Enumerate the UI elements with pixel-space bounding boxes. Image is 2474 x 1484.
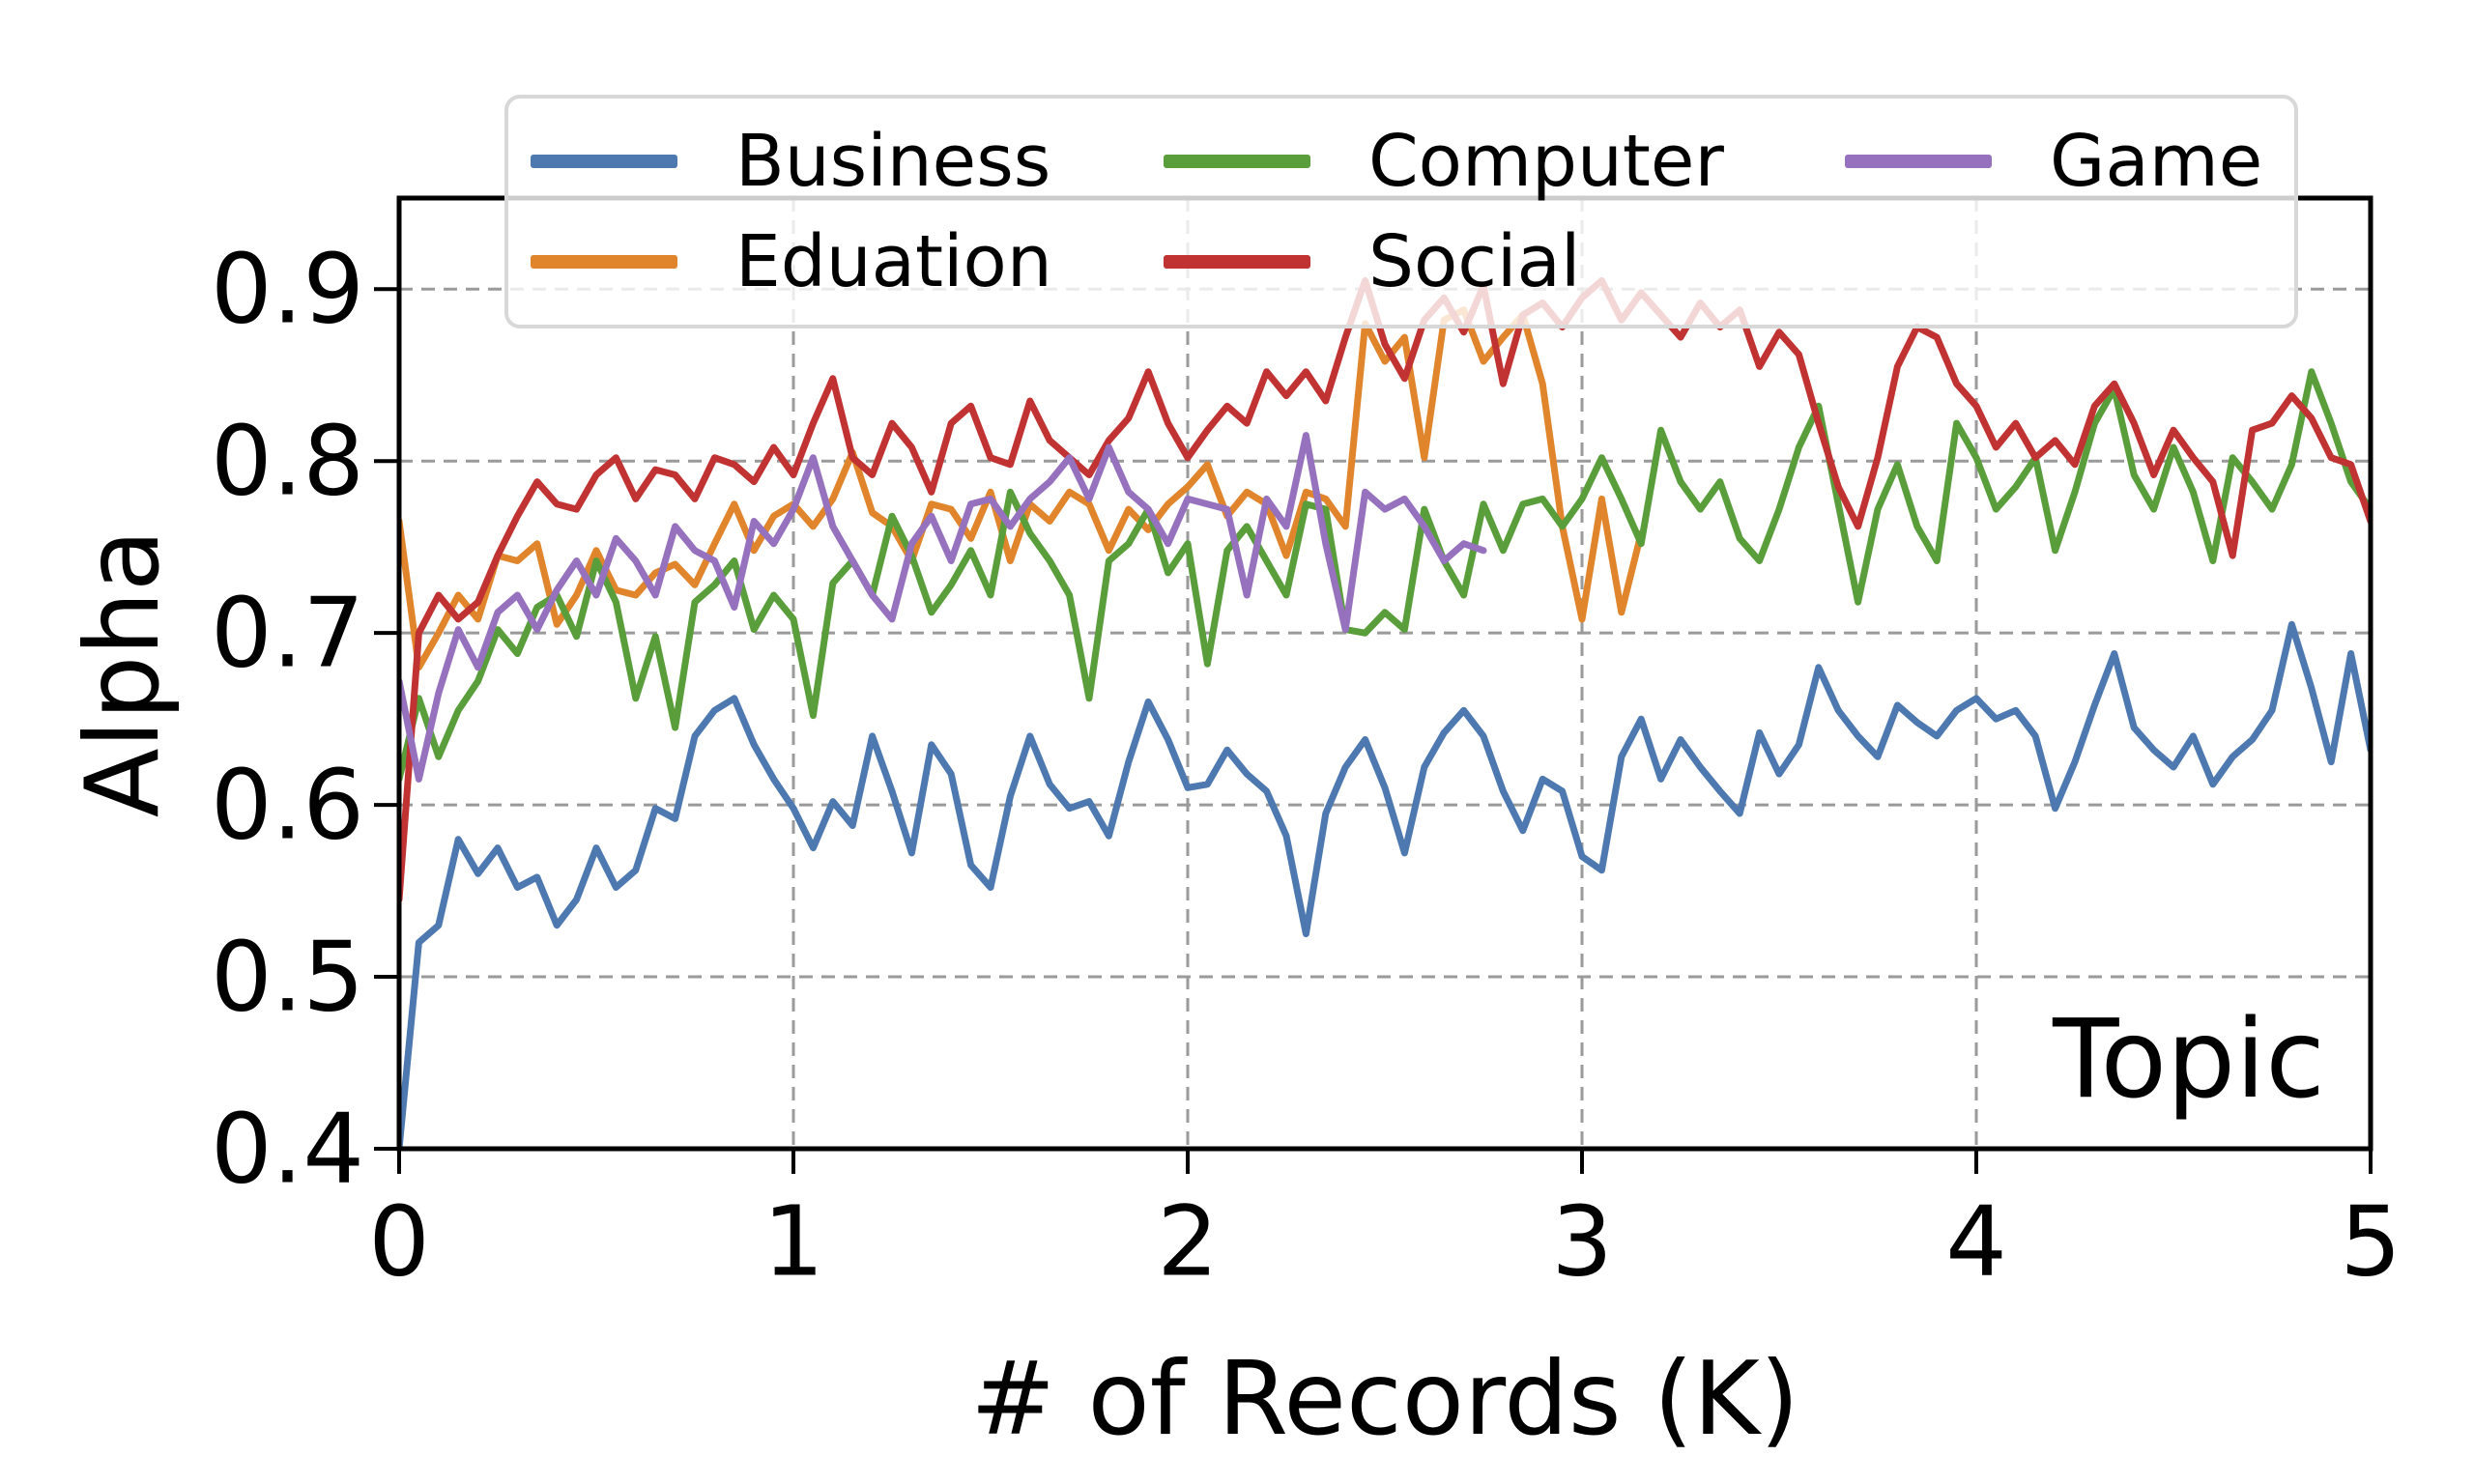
social-line-swatch bbox=[1164, 255, 1310, 269]
series-line-social bbox=[399, 276, 2371, 903]
legend-label-eduation: Eduation bbox=[735, 220, 1052, 303]
legend-label-business: Business bbox=[735, 120, 1051, 203]
legend-label-game: Game bbox=[2050, 120, 2263, 203]
x-tick-label: 4 bbox=[1945, 1184, 2007, 1298]
series-line-computer bbox=[399, 368, 2371, 783]
y-tick-label: 0.6 bbox=[210, 748, 364, 862]
y-tick-label: 0.8 bbox=[210, 404, 364, 518]
x-tick-label: 5 bbox=[2340, 1184, 2402, 1298]
y-tick-label: 0.9 bbox=[210, 232, 364, 346]
legend: Business Computer Game Eduation Social bbox=[504, 95, 2298, 328]
y-tick-label: 0.5 bbox=[210, 920, 364, 1034]
business-line-swatch bbox=[531, 155, 677, 168]
legend-label-computer: Computer bbox=[1368, 120, 1724, 203]
eduation-line-swatch bbox=[531, 255, 677, 269]
x-tick-label: 2 bbox=[1157, 1184, 1219, 1298]
series-lines bbox=[399, 276, 2371, 1149]
x-axis-label: # of Records (K) bbox=[970, 1340, 1799, 1458]
y-tick-label: 0.7 bbox=[210, 576, 364, 690]
computer-line-swatch bbox=[1164, 155, 1310, 168]
y-axis-label: Alpha bbox=[64, 528, 182, 818]
x-tick-label: 1 bbox=[762, 1184, 824, 1298]
tick-marks bbox=[374, 287, 2373, 1174]
series-line-business bbox=[399, 620, 2371, 1149]
series-line-game bbox=[399, 432, 1487, 783]
legend-label-social: Social bbox=[1368, 220, 1581, 303]
topic-annotation: Topic bbox=[2053, 997, 2325, 1123]
x-tick-label: 3 bbox=[1551, 1184, 1613, 1298]
game-line-swatch bbox=[1845, 155, 1992, 168]
y-tick-label: 0.4 bbox=[210, 1092, 364, 1206]
x-tick-label: 0 bbox=[368, 1184, 430, 1298]
